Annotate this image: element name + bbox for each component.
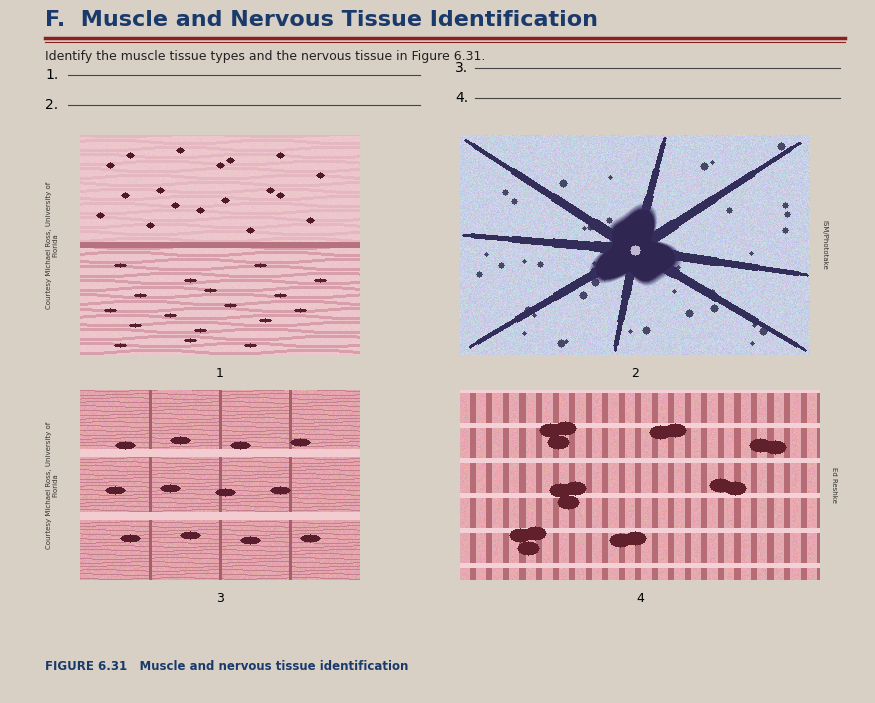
Text: Courtesy Michael Ross, University of
Florida: Courtesy Michael Ross, University of Flo… [46,181,59,309]
Text: Ed Reshke: Ed Reshke [831,467,837,503]
Text: 2.: 2. [45,98,58,112]
Text: 3: 3 [216,592,224,605]
Text: ISM/Phototake: ISM/Phototake [821,220,827,270]
Text: 1: 1 [216,367,224,380]
Text: Courtesy Michael Ross, University of
Florida: Courtesy Michael Ross, University of Flo… [46,421,59,548]
Text: Identify the muscle tissue types and the nervous tissue in Figure 6.31.: Identify the muscle tissue types and the… [45,50,486,63]
Text: 4.: 4. [455,91,468,105]
Text: FIGURE 6.31   Muscle and nervous tissue identification: FIGURE 6.31 Muscle and nervous tissue id… [45,660,409,673]
Text: 1.: 1. [45,68,59,82]
Text: 2: 2 [631,367,639,380]
Text: 3.: 3. [455,61,468,75]
Text: 4: 4 [636,592,644,605]
Text: F.  Muscle and Nervous Tissue Identification: F. Muscle and Nervous Tissue Identificat… [45,10,598,30]
